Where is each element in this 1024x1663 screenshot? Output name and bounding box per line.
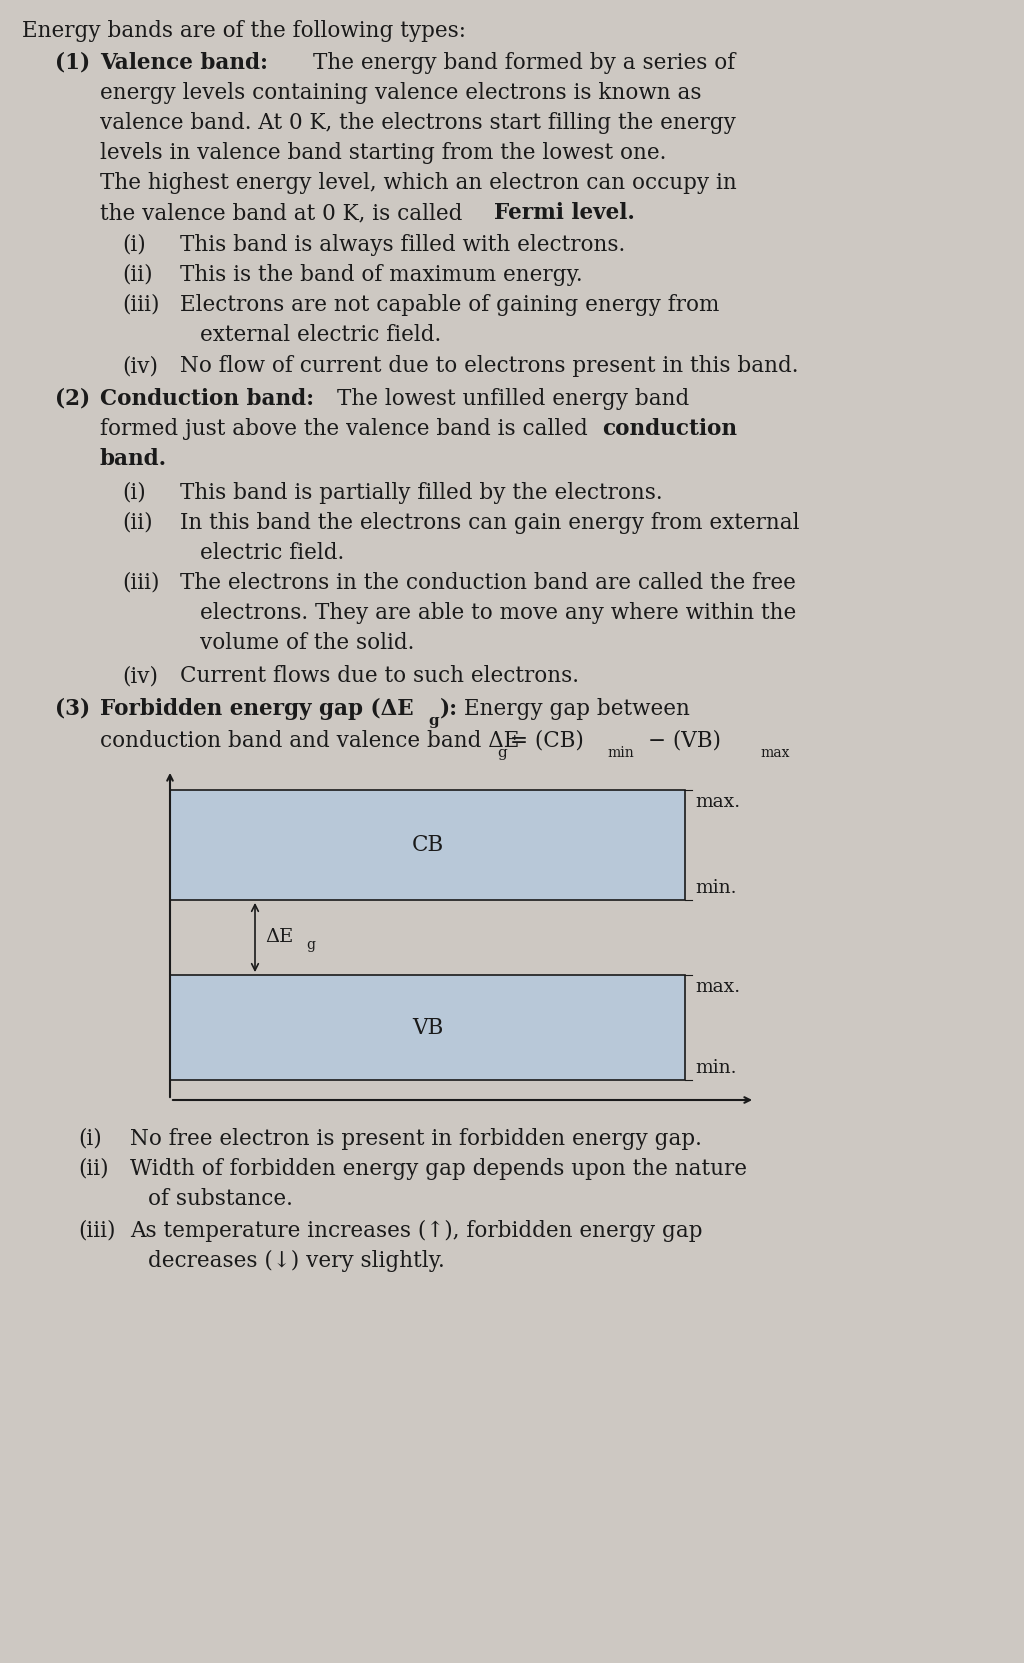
Text: of substance.: of substance. — [148, 1187, 293, 1211]
Text: band.: band. — [100, 447, 167, 471]
Text: No free electron is present in forbidden energy gap.: No free electron is present in forbidden… — [130, 1128, 701, 1151]
Text: (iv): (iv) — [122, 665, 158, 687]
Text: conduction: conduction — [602, 417, 737, 441]
Text: formed just above the valence band is called: formed just above the valence band is ca… — [100, 417, 595, 441]
Text: max.: max. — [695, 793, 740, 812]
Text: (3): (3) — [55, 698, 90, 720]
Text: max: max — [760, 747, 790, 760]
Text: max.: max. — [695, 978, 740, 996]
Bar — [170, 790, 685, 900]
Text: = (CB): = (CB) — [510, 730, 584, 752]
Text: levels in valence band starting from the lowest one.: levels in valence band starting from the… — [100, 141, 667, 165]
Text: (ii): (ii) — [78, 1157, 109, 1181]
Text: (2): (2) — [55, 387, 90, 411]
Text: The electrons in the conduction band are called the free: The electrons in the conduction band are… — [180, 572, 796, 594]
Text: This band is always filled with electrons.: This band is always filled with electron… — [180, 234, 626, 256]
Text: In this band the electrons can gain energy from external: In this band the electrons can gain ener… — [180, 512, 800, 534]
Text: conduction band and valence band ΔE: conduction band and valence band ΔE — [100, 730, 519, 752]
Text: (iii): (iii) — [122, 572, 160, 594]
Text: g: g — [497, 747, 507, 760]
Text: min.: min. — [695, 880, 736, 896]
Text: Conduction band:: Conduction band: — [100, 387, 314, 411]
Text: g: g — [428, 713, 438, 728]
Text: valence band. At 0 K, the electrons start filling the energy: valence band. At 0 K, the electrons star… — [100, 111, 736, 135]
Text: (ii): (ii) — [122, 264, 153, 286]
Text: electric field.: electric field. — [200, 542, 344, 564]
Text: CB: CB — [412, 835, 443, 856]
Text: (i): (i) — [122, 482, 145, 504]
Text: min: min — [607, 747, 634, 760]
Text: (iv): (iv) — [122, 354, 158, 378]
Text: (iii): (iii) — [78, 1221, 116, 1242]
Text: energy levels containing valence electrons is known as: energy levels containing valence electro… — [100, 81, 701, 105]
Text: the valence band at 0 K, is called: the valence band at 0 K, is called — [100, 201, 469, 225]
Text: ):: ): — [440, 698, 458, 720]
Text: (i): (i) — [122, 234, 145, 256]
Text: Energy gap between: Energy gap between — [464, 698, 690, 720]
Text: Forbidden energy gap (ΔE: Forbidden energy gap (ΔE — [100, 698, 414, 720]
Text: Valence band:: Valence band: — [100, 52, 268, 73]
Text: Electrons are not capable of gaining energy from: Electrons are not capable of gaining ene… — [180, 294, 720, 316]
Text: (1): (1) — [55, 52, 90, 73]
Text: This is the band of maximum energy.: This is the band of maximum energy. — [180, 264, 583, 286]
Text: external electric field.: external electric field. — [200, 324, 441, 346]
Text: (i): (i) — [78, 1128, 101, 1151]
Text: (ii): (ii) — [122, 512, 153, 534]
Text: Fermi level.: Fermi level. — [494, 201, 635, 225]
Text: ΔE: ΔE — [265, 928, 293, 946]
Text: As temperature increases (↑), forbidden energy gap: As temperature increases (↑), forbidden … — [130, 1221, 702, 1242]
Text: min.: min. — [695, 1059, 736, 1078]
Text: volume of the solid.: volume of the solid. — [200, 632, 415, 654]
Bar — [170, 975, 685, 1079]
Text: − (VB): − (VB) — [648, 730, 721, 752]
Text: The energy band formed by a series of: The energy band formed by a series of — [313, 52, 735, 73]
Text: No flow of current due to electrons present in this band.: No flow of current due to electrons pres… — [180, 354, 799, 378]
Text: The lowest unfilled energy band: The lowest unfilled energy band — [337, 387, 689, 411]
Text: Energy bands are of the following types:: Energy bands are of the following types: — [22, 20, 466, 42]
Text: The highest energy level, which an electron can occupy in: The highest energy level, which an elect… — [100, 171, 736, 195]
Text: Width of forbidden energy gap depends upon the nature: Width of forbidden energy gap depends up… — [130, 1157, 746, 1181]
Text: This band is partially filled by the electrons.: This band is partially filled by the ele… — [180, 482, 663, 504]
Text: decreases (↓) very slightly.: decreases (↓) very slightly. — [148, 1251, 444, 1272]
Text: (iii): (iii) — [122, 294, 160, 316]
Text: electrons. They are able to move any where within the: electrons. They are able to move any whe… — [200, 602, 797, 624]
Text: VB: VB — [412, 1016, 443, 1038]
Text: Current flows due to such electrons.: Current flows due to such electrons. — [180, 665, 579, 687]
Text: g: g — [306, 938, 315, 951]
